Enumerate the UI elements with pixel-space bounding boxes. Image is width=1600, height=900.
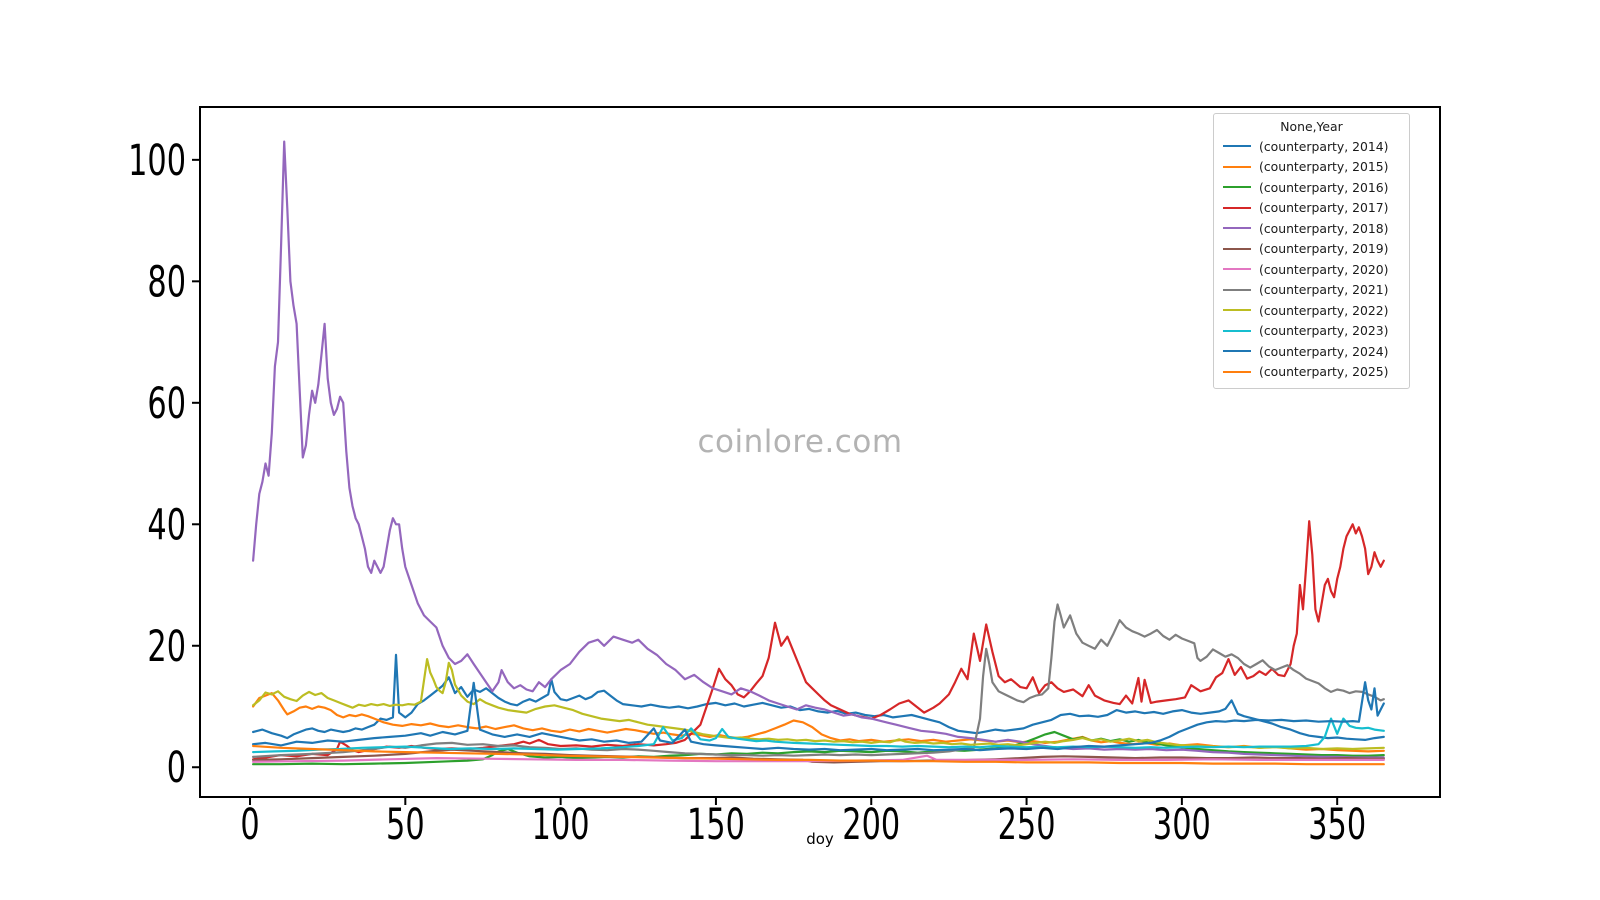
x-tick-label: 150 (687, 800, 745, 850)
y-tick-label: 40 (147, 500, 186, 550)
legend-item-label: (counterparty, 2016) (1259, 179, 1389, 195)
series-counterparty-2025 (252, 744, 1385, 766)
legend-item: (counterparty, 2022) (1214, 300, 1409, 321)
legend-line-swatch (1223, 165, 1251, 168)
legend-line-swatch (1223, 329, 1251, 332)
x-tick-label: 250 (998, 800, 1056, 850)
legend-item-label: (counterparty, 2019) (1259, 241, 1389, 257)
series-counterparty-2021 (252, 603, 1385, 759)
legend-item-label: (counterparty, 2021) (1259, 282, 1389, 298)
watermark: coinlore.com (697, 424, 903, 460)
legend-title: None,Year (1280, 119, 1343, 134)
legend-item-label: (counterparty, 2020) (1259, 261, 1389, 277)
series-counterparty-2023 (252, 717, 1385, 754)
series-counterparty-2018 (252, 140, 1385, 759)
y-tick-label: 80 (147, 257, 186, 307)
x-tick-label: 0 (240, 800, 259, 850)
x-tick-label: 50 (386, 800, 425, 850)
legend-item: (counterparty, 2023) (1214, 321, 1409, 342)
legend-line-swatch (1223, 145, 1251, 148)
legend-line-swatch (1223, 186, 1251, 189)
legend-item: (counterparty, 2017) (1214, 198, 1409, 219)
x-tick-label: 100 (532, 800, 590, 850)
legend-items: (counterparty, 2014) (counterparty, 2015… (1214, 136, 1409, 382)
legend-item-label: (counterparty, 2022) (1259, 302, 1389, 318)
x-axis-label: doy (806, 830, 834, 848)
series-counterparty-2022 (252, 657, 1385, 751)
legend-item-label: (counterparty, 2018) (1259, 220, 1389, 236)
legend-item-label: (counterparty, 2015) (1259, 159, 1389, 175)
legend-item: (counterparty, 2018) (1214, 218, 1409, 239)
legend-line-swatch (1223, 247, 1251, 250)
legend-item-label: (counterparty, 2024) (1259, 343, 1389, 359)
legend-line-swatch (1223, 206, 1251, 209)
x-tick-label: 350 (1308, 800, 1366, 850)
legend-line-swatch (1223, 309, 1251, 312)
series-counterparty-2019 (252, 748, 1385, 764)
series-counterparty-2014 (252, 653, 1385, 742)
legend-item: (counterparty, 2020) (1214, 259, 1409, 280)
legend-item: (counterparty, 2024) (1214, 341, 1409, 362)
legend-item-label: (counterparty, 2014) (1259, 138, 1389, 154)
y-tick-label: 20 (147, 622, 186, 672)
legend-item: (counterparty, 2019) (1214, 239, 1409, 260)
legend-item: (counterparty, 2021) (1214, 280, 1409, 301)
legend-item-label: (counterparty, 2025) (1259, 364, 1389, 380)
series-counterparty-2017 (252, 520, 1385, 761)
legend-line-swatch (1223, 227, 1251, 230)
legend-item: (counterparty, 2016) (1214, 177, 1409, 198)
legend-item-label: (counterparty, 2017) (1259, 200, 1389, 216)
legend-line-swatch (1223, 288, 1251, 291)
y-tick-label: 60 (147, 379, 186, 429)
x-tick-label: 300 (1153, 800, 1211, 850)
y-tick-label: 100 (128, 136, 186, 186)
x-tick-label: 200 (842, 800, 900, 850)
legend-line-swatch (1223, 268, 1251, 271)
legend-item: (counterparty, 2015) (1214, 157, 1409, 178)
plot-frame (199, 106, 1441, 798)
legend-item: (counterparty, 2014) (1214, 136, 1409, 157)
series-counterparty-2016 (252, 730, 1385, 766)
legend-item: (counterparty, 2025) (1214, 362, 1409, 383)
legend-item-label: (counterparty, 2023) (1259, 323, 1389, 339)
legend: None,Year (counterparty, 2014) (counterp… (1213, 113, 1410, 389)
y-tick-label: 0 (167, 743, 186, 793)
legend-line-swatch (1223, 370, 1251, 373)
legend-line-swatch (1223, 350, 1251, 353)
series-counterparty-2024 (252, 681, 1385, 752)
